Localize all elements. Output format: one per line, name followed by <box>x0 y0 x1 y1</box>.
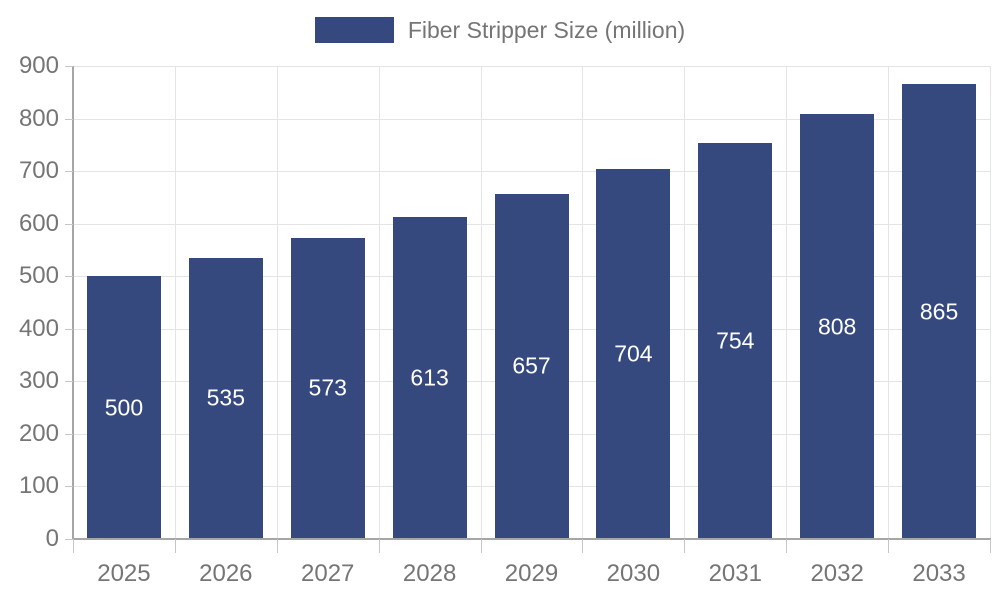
x-tick-mark <box>990 539 991 553</box>
bar-value-label: 865 <box>919 298 959 325</box>
v-gridline <box>786 66 788 539</box>
v-gridline <box>684 66 686 539</box>
x-tick-mark <box>684 539 686 553</box>
bar-value-label: 613 <box>410 364 449 391</box>
x-tick-label: 2027 <box>301 560 355 587</box>
y-tick-mark <box>65 328 73 330</box>
bar[interactable]: 754 <box>698 142 773 539</box>
legend-label: Fiber Stripper Size (million) <box>407 17 686 43</box>
v-gridline <box>480 66 482 539</box>
bar-value-label: 704 <box>614 340 653 367</box>
bar-value-label: 754 <box>716 327 755 354</box>
x-tick-mark <box>378 539 380 553</box>
x-tick-label: 2033 <box>912 560 966 587</box>
bar[interactable]: 704 <box>596 169 671 539</box>
v-gridline <box>378 66 380 539</box>
bar-value-label: 573 <box>308 374 347 401</box>
legend[interactable]: Fiber Stripper Size (million) <box>0 17 1000 43</box>
y-tick-label: 600 <box>18 209 59 237</box>
bar-value-label: 500 <box>104 394 144 421</box>
y-tick-label: 700 <box>18 157 59 185</box>
bar[interactable]: 535 <box>188 257 263 539</box>
x-tick-label: 2030 <box>606 560 661 587</box>
bar[interactable]: 613 <box>392 216 467 539</box>
y-tick-mark <box>65 276 73 278</box>
y-tick-label: 0 <box>45 525 59 552</box>
y-tick-mark <box>65 486 73 488</box>
x-tick-label: 2032 <box>810 560 864 587</box>
x-tick-label: 2026 <box>199 560 253 587</box>
x-tick-mark <box>786 539 788 553</box>
y-tick-mark <box>65 539 73 540</box>
y-tick-label: 200 <box>18 419 59 447</box>
x-tick-label: 2025 <box>97 560 151 587</box>
bar-value-label: 535 <box>206 384 246 411</box>
y-tick-label: 100 <box>18 472 59 500</box>
y-tick-mark <box>65 118 73 120</box>
y-tick-mark <box>65 433 73 435</box>
y-tick-label: 400 <box>18 314 59 342</box>
x-tick-mark <box>174 539 176 553</box>
v-gridline <box>276 66 278 539</box>
x-axis-line <box>72 538 991 540</box>
y-axis-line <box>72 66 74 539</box>
y-tick-label: 500 <box>18 262 59 290</box>
x-tick-mark <box>480 539 482 553</box>
bar-value-label: 808 <box>817 313 857 340</box>
plot-area: 500 535 573 613 657 704 754 808 865 <box>72 66 991 540</box>
x-tick-label: 2028 <box>402 560 457 587</box>
y-tick-mark <box>65 171 73 173</box>
x-tick-mark <box>276 539 278 553</box>
y-tick-mark <box>65 381 73 383</box>
bar[interactable]: 865 <box>902 84 977 539</box>
legend-swatch-icon <box>314 17 394 43</box>
x-tick-label: 2031 <box>708 560 762 587</box>
y-tick-mark <box>65 66 73 67</box>
bar-value-label: 657 <box>512 352 551 379</box>
y-tick-label: 900 <box>18 52 59 79</box>
v-gridline <box>888 66 890 539</box>
y-tick-label: 800 <box>18 104 59 132</box>
x-tick-mark <box>73 539 74 553</box>
bar[interactable]: 573 <box>290 237 365 539</box>
v-gridline <box>990 66 991 539</box>
h-gridline <box>73 118 990 120</box>
bar[interactable]: 657 <box>494 193 569 539</box>
bar[interactable]: 500 <box>86 276 161 539</box>
v-gridline <box>582 66 584 539</box>
y-tick-label: 300 <box>18 367 59 395</box>
x-tick-mark <box>888 539 890 553</box>
bar[interactable]: 808 <box>800 114 875 539</box>
x-tick-label: 2029 <box>504 560 559 587</box>
h-gridline <box>73 66 990 67</box>
v-gridline <box>174 66 176 539</box>
x-tick-mark <box>582 539 584 553</box>
h-gridline <box>73 171 990 173</box>
y-tick-mark <box>65 223 73 225</box>
